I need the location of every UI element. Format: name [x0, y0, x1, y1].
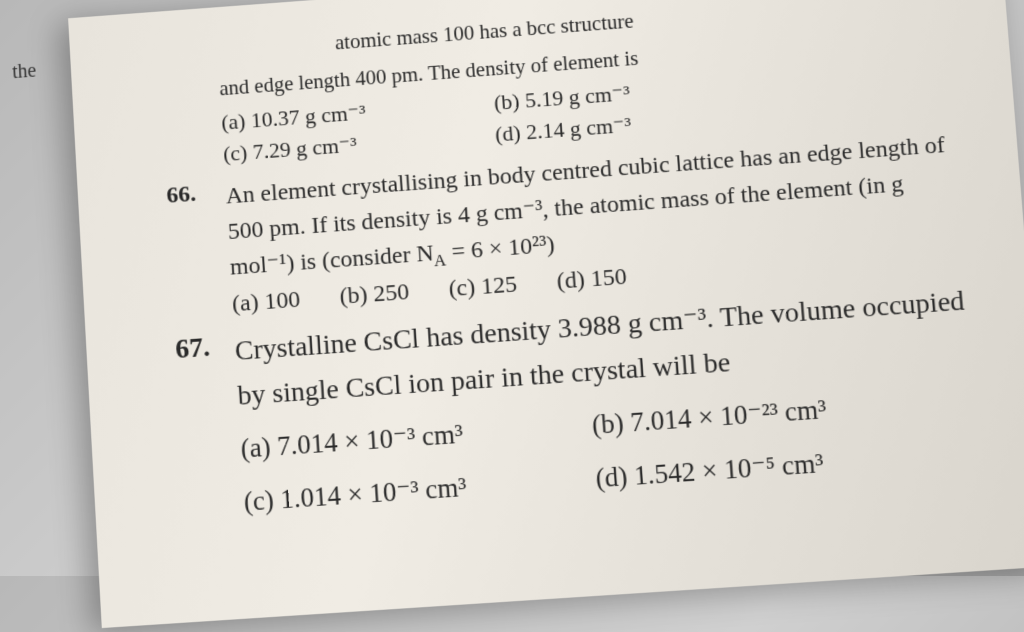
q67-option-c: (c) 1.014 × 10⁻³ cm³ — [243, 460, 557, 524]
textbook-page: the atomic mass 100 has a bcc structure … — [68, 0, 1024, 628]
q65-option-a: (a) 10.37 g cm⁻³ — [221, 100, 367, 136]
margin-text: the — [12, 60, 37, 84]
q66-option-c: (c) 125 — [448, 271, 518, 303]
q66-text-end: = 6 × 10²³) — [445, 232, 556, 265]
q66-option-a: (a) 100 — [231, 287, 300, 319]
q66-option-d: (d) 150 — [556, 264, 628, 296]
q67-number: 67. — [175, 330, 240, 423]
q65-option-b: (b) 5.19 g cm⁻³ — [493, 80, 630, 116]
q67-option-d: (d) 1.542 × 10⁻⁵ cm³ — [594, 436, 912, 501]
q65-option-c: (c) 7.29 g cm⁻³ — [223, 132, 358, 167]
q66-number: 66. — [166, 179, 231, 292]
q66-option-b: (b) 250 — [339, 279, 410, 311]
q65-option-d: (d) 2.14 g cm⁻³ — [494, 112, 632, 148]
